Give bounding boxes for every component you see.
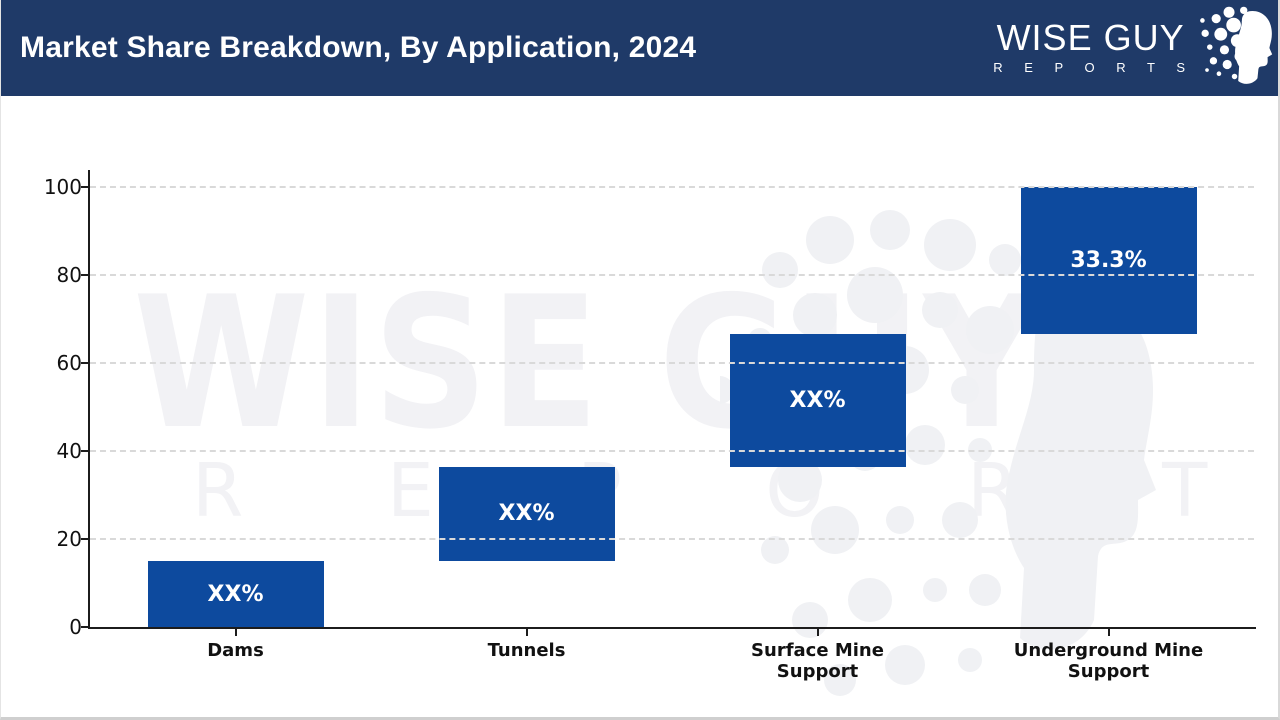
logo-face-icon — [1200, 6, 1273, 84]
gridline — [90, 450, 1254, 452]
x-axis-line — [88, 627, 1256, 629]
y-axis-tick — [81, 186, 88, 188]
gridline — [90, 186, 1254, 188]
y-tick-label: 20 — [56, 527, 82, 551]
x-axis-tick — [234, 629, 237, 636]
bar-value-label: XX% — [789, 387, 846, 413]
y-tick-label: 40 — [56, 439, 82, 463]
gridline — [90, 538, 1254, 540]
x-tick-label: Surface Mine Support — [751, 640, 884, 682]
y-axis-tick — [81, 362, 88, 364]
bar-segment: XX% — [729, 333, 906, 467]
y-axis-line — [88, 170, 90, 629]
y-axis-tick — [81, 450, 88, 452]
x-tick-label: Dams — [207, 640, 264, 661]
x-tick-label: Tunnels — [487, 640, 566, 661]
header-bar: Market Share Breakdown, By Application, … — [0, 0, 1280, 96]
bar-value-label: 33.3% — [1070, 247, 1147, 273]
logo-wordmark: WISE GUY — [996, 17, 1185, 58]
bar-value-label: XX% — [207, 581, 264, 607]
bar-segment: XX% — [147, 561, 324, 627]
page-title: Market Share Breakdown, By Application, … — [20, 31, 697, 64]
y-axis-tick — [81, 538, 88, 540]
bar-segment: XX% — [438, 466, 615, 561]
gridline — [90, 274, 1254, 276]
wise-guy-logo: WISE GUY R E P O R T S — [987, 4, 1274, 92]
x-axis-tick — [816, 629, 819, 636]
y-axis-tick — [81, 274, 88, 276]
y-tick-label: 100 — [43, 175, 82, 199]
watermark-face-dots — [720, 210, 1156, 696]
y-axis-tick — [81, 626, 88, 628]
x-tick-label: Underground Mine Support — [1013, 640, 1204, 682]
bar-segment: 33.3% — [1020, 187, 1197, 334]
gridline — [90, 362, 1254, 364]
logo-subtitle: R E P O R T S — [993, 60, 1194, 75]
logo-text: WISE GUY R E P O R T S — [987, 19, 1194, 77]
y-tick-label: 80 — [56, 263, 82, 287]
bar-value-label: XX% — [498, 501, 555, 527]
y-tick-label: 0 — [69, 615, 82, 639]
x-axis-tick — [1107, 629, 1110, 636]
x-axis-tick — [525, 629, 528, 636]
y-tick-label: 60 — [56, 351, 82, 375]
